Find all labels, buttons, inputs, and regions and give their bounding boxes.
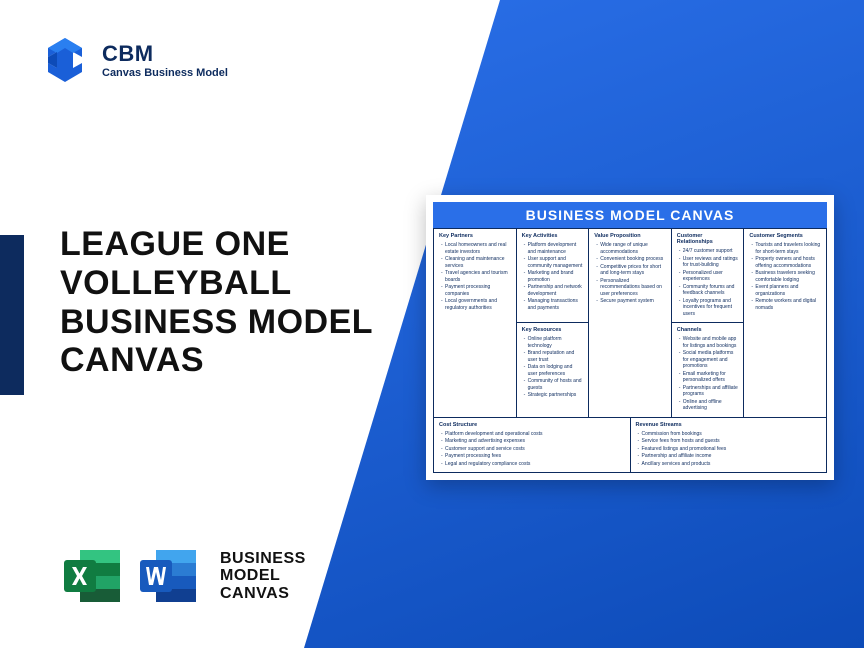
customer-segments-title: Customer Segments	[749, 233, 821, 239]
list-item: Customer support and service costs	[441, 446, 625, 453]
list-item: Convenient booking process	[596, 256, 666, 263]
list-item: Business travelers seeking comfortable l…	[751, 270, 821, 283]
canvas-grid: Key Partners Local homeowners and real e…	[433, 228, 827, 473]
list-item: Brand reputation and user trust	[524, 350, 584, 363]
channels-list: Website and mobile app for listings and …	[677, 336, 739, 412]
channels-title: Channels	[677, 327, 739, 333]
list-item: Personalized recommendations based on us…	[596, 278, 666, 298]
list-item: Competitive prices for short and long-te…	[596, 264, 666, 277]
bmc-label-l1: BUSINESS	[220, 550, 306, 568]
revenue-streams-list: Commission from bookingsService fees fro…	[636, 431, 822, 468]
key-partners-cell: Key Partners Local homeowners and real e…	[434, 229, 517, 417]
key-activities-list: Platform development and maintenanceUser…	[522, 242, 584, 311]
canvas-bottom-row: Cost Structure Platform development and …	[434, 418, 826, 473]
list-item: Local homeowners and real estate investo…	[441, 242, 511, 255]
list-item: Website and mobile app for listings and …	[679, 336, 739, 349]
channels-cell: Channels Website and mobile app for list…	[672, 323, 744, 417]
list-item: Event planners and organizations	[751, 284, 821, 297]
excel-icon	[60, 544, 124, 608]
cbm-logo-icon	[40, 35, 90, 85]
list-item: Social media platforms for engagement an…	[679, 350, 739, 370]
customer-segments-cell: Customer Segments Tourists and travelers…	[744, 229, 826, 417]
list-item: Remote workers and digital nomads	[751, 298, 821, 311]
customer-relationships-list: 24/7 customer supportUser reviews and ra…	[677, 248, 739, 317]
list-item: Legal and regulatory compliance costs	[441, 461, 625, 468]
logo-subtitle: Canvas Business Model	[102, 67, 228, 79]
list-item: Payment processing companies	[441, 284, 511, 297]
list-item: Marketing and advertising expenses	[441, 438, 625, 445]
list-item: Email marketing for personalized offers	[679, 371, 739, 384]
list-item: Travel agencies and tourism boards	[441, 270, 511, 283]
value-proposition-title: Value Proposition	[594, 233, 666, 239]
revenue-streams-cell: Revenue Streams Commission from bookings…	[631, 418, 827, 473]
list-item: Property owners and hosts offering accom…	[751, 256, 821, 269]
list-item: Secure payment system	[596, 298, 666, 305]
list-item: Online platform technology	[524, 336, 584, 349]
list-item: Community of hosts and guests	[524, 378, 584, 391]
key-partners-list: Local homeowners and real estate investo…	[439, 242, 511, 311]
main-title-l4: CANVAS	[60, 341, 373, 380]
list-item: Cleaning and maintenance services	[441, 256, 511, 269]
bmc-label: BUSINESS MODEL CANVAS	[220, 550, 306, 603]
key-partners-title: Key Partners	[439, 233, 511, 239]
list-item: Strategic partnerships	[524, 392, 584, 399]
list-item: Service fees from hosts and guests	[638, 438, 822, 445]
cost-structure-cell: Cost Structure Platform development and …	[434, 418, 631, 473]
list-item: Payment processing fees	[441, 453, 625, 460]
brand-logo-area: CBM Canvas Business Model	[40, 35, 228, 85]
list-item: Marketing and brand promotion	[524, 270, 584, 283]
cost-structure-title: Cost Structure	[439, 422, 625, 428]
list-item: User reviews and ratings for trust-build…	[679, 256, 739, 269]
logo-title: CBM	[102, 41, 228, 67]
bmc-label-l3: CANVAS	[220, 585, 306, 603]
list-item: Featured listings and promotional fees	[638, 446, 822, 453]
list-item: Online and offline advertising	[679, 399, 739, 412]
value-proposition-list: Wide range of unique accommodationsConve…	[594, 242, 666, 305]
main-title-l3: BUSINESS MODEL	[60, 303, 373, 342]
value-proposition-cell: Value Proposition Wide range of unique a…	[589, 229, 672, 417]
list-item: Tourists and travelers looking for short…	[751, 242, 821, 255]
bmc-label-l2: MODEL	[220, 567, 306, 585]
list-item: Personalized user experiences	[679, 270, 739, 283]
file-format-icons: BUSINESS MODEL CANVAS	[60, 544, 306, 608]
list-item: Managing transactions and payments	[524, 298, 584, 311]
cost-structure-list: Platform development and operational cos…	[439, 431, 625, 468]
list-item: User support and community management	[524, 256, 584, 269]
left-accent-bar	[0, 235, 24, 395]
list-item: Partnerships and affiliate programs	[679, 385, 739, 398]
main-title-l2: VOLLEYBALL	[60, 264, 373, 303]
list-item: Data on lodging and user preferences	[524, 364, 584, 377]
canvas-preview-card: BUSINESS MODEL CANVAS Key Partners Local…	[426, 195, 834, 480]
canvas-header: BUSINESS MODEL CANVAS	[433, 202, 827, 228]
main-title-l1: LEAGUE ONE	[60, 225, 373, 264]
list-item: Platform development and maintenance	[524, 242, 584, 255]
list-item: 24/7 customer support	[679, 248, 739, 255]
list-item: Wide range of unique accommodations	[596, 242, 666, 255]
key-activities-cell: Key Activities Platform development and …	[517, 229, 589, 323]
canvas-top-row: Key Partners Local homeowners and real e…	[434, 229, 826, 418]
list-item: Local governments and regulatory authori…	[441, 298, 511, 311]
key-resources-list: Online platform technologyBrand reputati…	[522, 336, 584, 399]
revenue-streams-title: Revenue Streams	[636, 422, 822, 428]
customer-relationships-title: Customer Relationships	[677, 233, 739, 245]
key-resources-cell: Key Resources Online platform technology…	[517, 323, 589, 416]
customer-relationships-cell: Customer Relationships 24/7 customer sup…	[672, 229, 744, 323]
main-title: LEAGUE ONE VOLLEYBALL BUSINESS MODEL CAN…	[60, 225, 373, 380]
customer-segments-list: Tourists and travelers looking for short…	[749, 242, 821, 311]
word-icon	[136, 544, 200, 608]
list-item: Ancillary services and products	[638, 461, 822, 468]
key-resources-title: Key Resources	[522, 327, 584, 333]
list-item: Loyalty programs and incentives for freq…	[679, 298, 739, 318]
list-item: Partnership and affiliate income	[638, 453, 822, 460]
list-item: Commission from bookings	[638, 431, 822, 438]
list-item: Platform development and operational cos…	[441, 431, 625, 438]
key-activities-title: Key Activities	[522, 233, 584, 239]
list-item: Partnership and network development	[524, 284, 584, 297]
list-item: Community forums and feedback channels	[679, 284, 739, 297]
